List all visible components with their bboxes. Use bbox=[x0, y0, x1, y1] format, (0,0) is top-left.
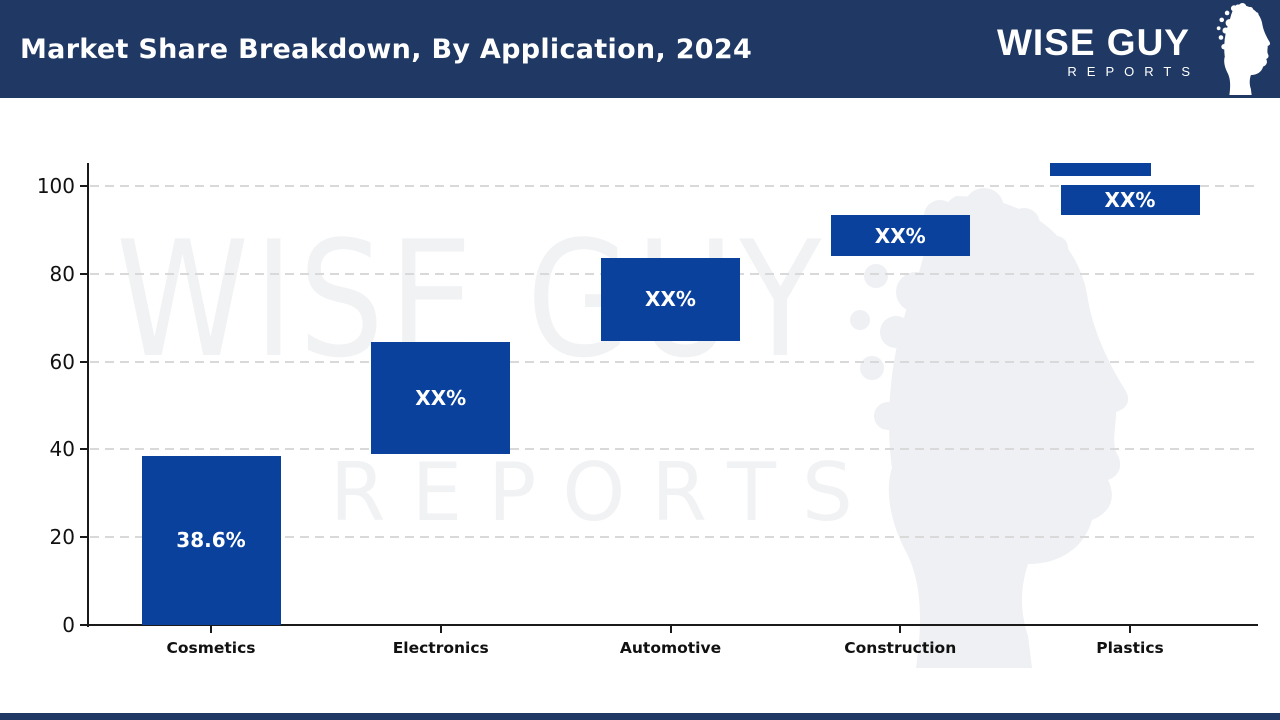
y-tick-label-60: 60 bbox=[49, 349, 75, 374]
logo-subtitle: REPORTS bbox=[1067, 64, 1200, 79]
x-tick-mark-plastics bbox=[1129, 626, 1131, 633]
bar-value-label: 38.6% bbox=[176, 528, 246, 553]
bar-construction: XX% bbox=[830, 215, 970, 257]
header-bar: Market Share Breakdown, By Application, … bbox=[0, 0, 1280, 98]
gridline-100 bbox=[90, 185, 1258, 187]
y-tick-mark-60 bbox=[80, 360, 88, 363]
logo-text: WISE GUY REPORTS bbox=[997, 24, 1190, 78]
y-tick-mark-0 bbox=[80, 624, 88, 626]
bar-value-label: XX% bbox=[645, 287, 696, 312]
wise-guy-reports-logo: WISE GUY REPORTS bbox=[997, 3, 1274, 95]
bar-value-label: XX% bbox=[415, 385, 467, 410]
gridline-20 bbox=[90, 536, 1258, 539]
y-tick-mark-80 bbox=[80, 272, 88, 275]
bar-cosmetics: 38.6% bbox=[141, 455, 281, 625]
bar-automotive: XX% bbox=[601, 258, 740, 341]
page-title: Market Share Breakdown, By Application, … bbox=[20, 33, 753, 65]
y-axis-line bbox=[87, 163, 89, 627]
x-tick-mark-electronics bbox=[439, 626, 442, 633]
x-tick-mark-automotive bbox=[669, 626, 672, 633]
x-tick-label-cosmetics: Cosmetics bbox=[166, 639, 256, 657]
x-tick-label-electronics: Electronics bbox=[392, 639, 489, 657]
gridline-60 bbox=[90, 360, 1258, 363]
footer-bar bbox=[0, 713, 1280, 720]
y-tick-label-80: 80 bbox=[49, 261, 75, 286]
y-tick-mark-100 bbox=[80, 185, 88, 187]
x-axis-line bbox=[87, 624, 1258, 626]
gridline-40 bbox=[90, 448, 1258, 451]
watermark-subtitle: REPORTS bbox=[330, 446, 879, 539]
chart-region: WISE GUY REPORTS 0 20 40 60 80 100 38.6% Cosmet… bbox=[0, 98, 1280, 713]
bar-plastics: XX% bbox=[1060, 184, 1200, 215]
clipped-bar-fragment bbox=[1050, 163, 1151, 176]
y-tick-mark-20 bbox=[80, 536, 88, 539]
x-tick-mark-cosmetics bbox=[210, 626, 212, 633]
y-tick-label-100: 100 bbox=[36, 174, 75, 198]
y-tick-label-0: 0 bbox=[62, 613, 75, 637]
bar-electronics: XX% bbox=[371, 341, 511, 454]
x-tick-label-plastics: Plastics bbox=[1096, 639, 1164, 657]
x-tick-label-automotive: Automotive bbox=[619, 639, 722, 657]
x-tick-mark-construction bbox=[899, 626, 902, 633]
y-tick-label-40: 40 bbox=[49, 437, 75, 462]
x-tick-label-construction: Construction bbox=[844, 639, 957, 657]
y-tick-mark-40 bbox=[80, 448, 88, 451]
y-tick-label-20: 20 bbox=[49, 525, 75, 550]
bar-value-label: XX% bbox=[874, 223, 926, 248]
bar-value-label: XX% bbox=[1104, 187, 1156, 212]
logo-wordmark: WISE GUY bbox=[996, 22, 1190, 63]
